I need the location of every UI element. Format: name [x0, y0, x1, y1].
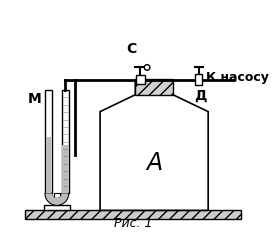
Bar: [46, 137, 51, 193]
Bar: [135, 80, 173, 95]
Bar: [62, 145, 68, 193]
Bar: [44, 205, 70, 210]
Polygon shape: [100, 80, 208, 210]
Text: А: А: [146, 151, 162, 175]
Text: М: М: [28, 92, 41, 106]
Polygon shape: [46, 193, 68, 205]
Text: К насосу: К насосу: [206, 71, 269, 84]
Bar: [54, 193, 60, 205]
Bar: [136, 75, 145, 84]
Text: С: С: [126, 42, 136, 56]
Text: Рис. 1: Рис. 1: [114, 217, 152, 230]
Circle shape: [144, 65, 150, 70]
Bar: [25, 210, 241, 219]
Bar: [45, 90, 52, 193]
Bar: [62, 90, 69, 193]
Polygon shape: [45, 193, 69, 205]
Text: Д: Д: [194, 89, 207, 103]
Bar: [195, 74, 202, 85]
